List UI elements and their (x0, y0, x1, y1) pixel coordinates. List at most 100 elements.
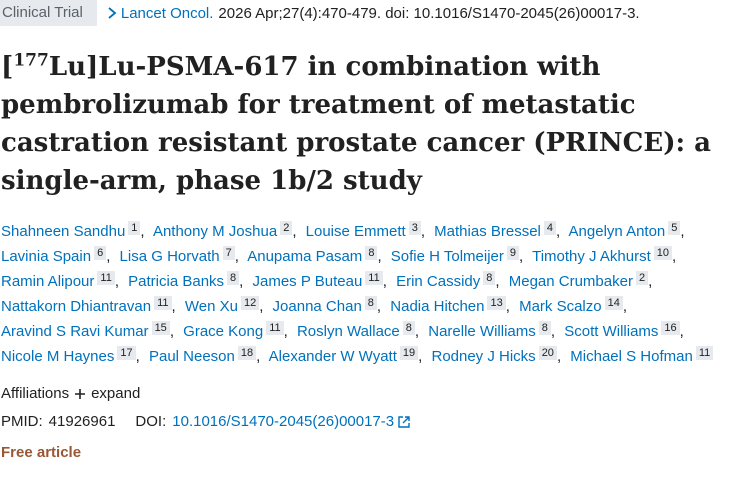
doi-label: DOI: (135, 413, 167, 430)
author-separator: , (550, 323, 556, 340)
affiliation-number[interactable]: 8 (364, 296, 377, 310)
affiliation-number[interactable]: 17 (117, 346, 136, 360)
author-name[interactable]: Louise Emmett (305, 223, 406, 240)
author-separator: , (556, 223, 561, 240)
author: Shahneen Sandhu 1, (1, 221, 150, 240)
author-name[interactable]: Anthony M Joshua (152, 223, 278, 240)
affiliation-number[interactable]: 10 (653, 246, 672, 260)
author-separator: , (169, 323, 174, 340)
author-separator: , (234, 248, 239, 265)
author-name[interactable]: Ramin Alipour (1, 273, 95, 290)
author: Scott Williams 16, (564, 321, 689, 340)
author-name[interactable]: Joanna Chan (272, 298, 362, 315)
affiliation-number[interactable]: 8 (402, 321, 415, 335)
article-title: [177Lu]Lu-PSMA-617 in combination with p… (1, 48, 741, 200)
author: Paul Neeson 18, (148, 346, 265, 365)
affiliation-number[interactable]: 13 (487, 296, 506, 310)
affiliation-number[interactable]: 14 (604, 296, 623, 310)
author-name[interactable]: Anupama Pasam (247, 248, 363, 265)
affiliation-number[interactable]: 1 (128, 221, 141, 235)
affiliation-number[interactable]: 9 (506, 246, 520, 260)
publication-type-badge: Clinical Trial (0, 0, 97, 26)
affiliation-number[interactable]: 11 (266, 321, 284, 335)
author-name[interactable]: Erin Cassidy (396, 273, 481, 290)
author-name[interactable]: Nadia Hitchen (390, 298, 485, 315)
chevron-icon (108, 7, 117, 19)
author: Aravind S Ravi Kumar 15, (1, 321, 179, 340)
title-isotope: 177 (13, 50, 49, 71)
author-name[interactable]: Nicole M Haynes (1, 348, 115, 365)
author: Sofie H Tolmeijer 9, (390, 246, 528, 265)
affiliation-number[interactable]: 15 (151, 321, 170, 335)
author-name[interactable]: Rodney J Hicks (431, 348, 536, 365)
affiliation-number[interactable]: 18 (237, 346, 257, 360)
affiliation-number[interactable]: 20 (538, 346, 557, 360)
author-name[interactable]: Paul Neeson (148, 348, 235, 365)
author-name[interactable]: Megan Crumbaker (508, 273, 633, 290)
affiliation-number[interactable]: 11 (365, 271, 383, 285)
expand-toggle[interactable]: expand (91, 385, 141, 402)
author-name[interactable]: James P Buteau (252, 273, 363, 290)
author: Megan Crumbaker 2, (508, 271, 658, 290)
author-name[interactable]: Alexander W Wyatt (268, 348, 397, 365)
affiliation-number[interactable]: 8 (227, 271, 240, 285)
author: Michael S Hofman 11 (570, 346, 714, 365)
affiliation-number[interactable]: 11 (695, 346, 714, 360)
author-separator: , (239, 273, 244, 290)
author: Alexander W Wyatt 19, (268, 346, 428, 365)
doi-link[interactable]: 10.1016/S1470-2045(26)00017-3 (172, 413, 395, 430)
author: James P Buteau 11, (252, 271, 392, 290)
author-name[interactable]: Nattakorn Dhiantravan (1, 298, 152, 315)
affiliation-number[interactable]: 5 (668, 221, 681, 235)
author: Narelle Williams 8, (428, 321, 560, 340)
author-name[interactable]: Patricia Banks (128, 273, 225, 290)
affiliation-number[interactable]: 4 (543, 221, 557, 235)
author: Rodney J Hicks 20, (431, 346, 566, 365)
external-link-icon (398, 415, 410, 428)
expand-icon[interactable] (69, 386, 91, 402)
affiliation-number[interactable]: 16 (661, 321, 680, 335)
title-text: Lu]Lu-PSMA-617 in combination with pembr… (1, 52, 711, 196)
author: Lisa G Horvath 7, (119, 246, 244, 265)
free-article-label: Free article (1, 444, 82, 461)
affiliation-number[interactable]: 12 (240, 296, 260, 310)
affiliation-number[interactable]: 8 (365, 246, 378, 260)
author: Patricia Banks 8, (128, 271, 248, 290)
author-name[interactable]: Lavinia Spain (1, 248, 92, 265)
author-name[interactable]: Angelyn Anton (568, 223, 666, 240)
author-name[interactable]: Sofie H Tolmeijer (390, 248, 504, 265)
author-name[interactable]: Timothy J Akhurst (532, 248, 651, 265)
author-name[interactable]: Lisa G Horvath (119, 248, 220, 265)
citation-bar: Clinical Trial Lancet Oncol. 2026 Apr;27… (0, 0, 640, 26)
author: Roslyn Wallace 8, (296, 321, 424, 340)
affiliation-number[interactable]: 19 (399, 346, 419, 360)
author-name[interactable]: Michael S Hofman (570, 348, 693, 365)
author-name[interactable]: Grace Kong (183, 323, 264, 340)
author-name[interactable]: Mathias Bressel (434, 223, 541, 240)
affiliation-number[interactable]: 8 (483, 271, 496, 285)
author-name[interactable]: Wen Xu (184, 298, 238, 315)
author-name[interactable]: Shahneen Sandhu (1, 223, 126, 240)
affiliation-number[interactable]: 8 (538, 321, 551, 335)
affiliation-number[interactable]: 11 (97, 271, 115, 285)
author-name[interactable]: Scott Williams (564, 323, 659, 340)
author-separator: , (495, 273, 500, 290)
affiliation-number[interactable]: 2 (635, 271, 649, 285)
author-name[interactable]: Mark Scalzo (519, 298, 602, 315)
affiliation-number[interactable]: 7 (222, 246, 235, 260)
author: Anupama Pasam 8, (247, 246, 386, 265)
author-separator: , (106, 248, 111, 265)
affiliations-label: Affiliations (1, 385, 70, 402)
author: Joanna Chan 8, (272, 296, 387, 315)
author-name[interactable]: Roslyn Wallace (296, 323, 400, 340)
pmid: 41926961 (48, 413, 116, 430)
affiliation-number[interactable]: 11 (154, 296, 172, 310)
author-separator: , (256, 348, 261, 365)
journal-link[interactable]: Lancet Oncol. (120, 4, 214, 22)
affiliation-number[interactable]: 2 (280, 221, 293, 235)
affiliation-number[interactable]: 3 (408, 221, 421, 235)
author-name[interactable]: Narelle Williams (428, 323, 536, 340)
author-separator: , (377, 248, 382, 265)
affiliation-number[interactable]: 6 (94, 246, 107, 260)
author-name[interactable]: Aravind S Ravi Kumar (1, 323, 149, 340)
